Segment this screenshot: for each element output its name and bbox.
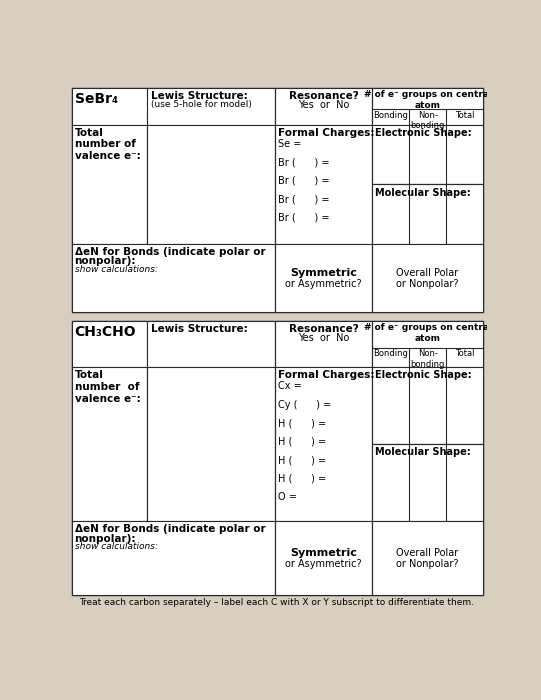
Bar — [275, 522, 372, 594]
Text: Overall Polar: Overall Polar — [397, 548, 459, 559]
Text: Total
number of
valence e⁻:: Total number of valence e⁻: — [75, 128, 140, 161]
Text: nonpolar):: nonpolar): — [75, 533, 136, 544]
Text: ΔeN for Bonds (indicate polar or: ΔeN for Bonds (indicate polar or — [75, 524, 265, 534]
Text: show calculations:: show calculations: — [75, 265, 157, 274]
Text: Cx =: Cx = — [279, 382, 302, 391]
Text: Total
number  of
valence e⁻:: Total number of valence e⁻: — [75, 370, 140, 404]
Bar — [148, 321, 275, 368]
Text: Electronic Shape:: Electronic Shape: — [375, 128, 472, 138]
Bar — [148, 88, 275, 125]
Bar — [71, 125, 148, 244]
Text: Cy (      ) =: Cy ( ) = — [279, 400, 332, 410]
Text: H (      ) =: H ( ) = — [279, 437, 327, 447]
Bar — [148, 125, 275, 244]
Text: (use 5-hole for model): (use 5-hole for model) — [150, 100, 252, 109]
Text: Bonding: Bonding — [373, 349, 408, 358]
Text: Formal Charges:: Formal Charges: — [279, 370, 375, 380]
Bar — [372, 368, 483, 444]
Bar — [71, 88, 148, 125]
Text: nonpolar):: nonpolar): — [75, 256, 136, 267]
Text: Non-
bonding: Non- bonding — [411, 111, 445, 130]
Text: show calculations:: show calculations: — [75, 542, 157, 551]
Bar — [71, 321, 148, 368]
Text: Formal Charges:: Formal Charges: — [279, 128, 375, 138]
Bar — [372, 185, 483, 244]
Bar — [372, 522, 483, 594]
Text: or Asymmetric?: or Asymmetric? — [286, 559, 362, 569]
Bar — [71, 368, 148, 522]
Text: Resonance?: Resonance? — [289, 324, 359, 334]
Text: Yes  or  No: Yes or No — [298, 333, 349, 344]
Text: ΔeN for Bonds (indicate polar or: ΔeN for Bonds (indicate polar or — [75, 247, 265, 257]
Text: H (      ) =: H ( ) = — [279, 418, 327, 428]
Bar — [372, 244, 483, 312]
Bar — [275, 368, 372, 522]
Text: # of e⁻ groups on central
atom: # of e⁻ groups on central atom — [364, 323, 492, 343]
Text: H (      ) =: H ( ) = — [279, 455, 327, 465]
Text: Br (      ) =: Br ( ) = — [279, 176, 330, 186]
Text: SeBr₄: SeBr₄ — [75, 92, 118, 106]
Text: CH₃CHO: CH₃CHO — [75, 325, 136, 339]
Bar — [372, 321, 483, 368]
Text: Total: Total — [455, 349, 474, 358]
Bar — [372, 444, 483, 522]
Text: Symmetric: Symmetric — [291, 268, 357, 279]
Bar — [372, 88, 483, 125]
Text: O =: O = — [279, 492, 298, 502]
Text: # of e⁻ groups on central
atom: # of e⁻ groups on central atom — [364, 90, 492, 110]
Text: Overall Polar: Overall Polar — [397, 268, 459, 279]
Bar — [71, 522, 275, 594]
Text: Br (      ) =: Br ( ) = — [279, 194, 330, 204]
Bar — [275, 125, 372, 244]
Text: Treat each carbon separately – label each C with X or Y subscript to differentia: Treat each carbon separately – label eac… — [80, 598, 474, 608]
Text: Total: Total — [455, 111, 474, 120]
Bar — [275, 88, 372, 125]
Text: Symmetric: Symmetric — [291, 548, 357, 559]
Text: Lewis Structure:: Lewis Structure: — [150, 324, 247, 334]
Bar — [275, 321, 372, 368]
Text: Br (      ) =: Br ( ) = — [279, 213, 330, 223]
Bar — [148, 368, 275, 522]
Text: or Nonpolar?: or Nonpolar? — [397, 559, 459, 569]
Text: Non-
bonding: Non- bonding — [411, 349, 445, 369]
Text: Lewis Structure:: Lewis Structure: — [150, 91, 247, 101]
Text: Electronic Shape:: Electronic Shape: — [375, 370, 472, 380]
Text: or Asymmetric?: or Asymmetric? — [286, 279, 362, 289]
Text: Bonding: Bonding — [373, 111, 408, 120]
Bar — [71, 88, 483, 312]
Text: Se =: Se = — [279, 139, 302, 148]
Bar — [275, 244, 372, 312]
Text: Molecular Shape:: Molecular Shape: — [375, 188, 471, 197]
Text: H (      ) =: H ( ) = — [279, 474, 327, 484]
Text: Br (      ) =: Br ( ) = — [279, 157, 330, 167]
Text: or Nonpolar?: or Nonpolar? — [397, 279, 459, 289]
Text: Resonance?: Resonance? — [289, 91, 359, 101]
Text: Yes  or  No: Yes or No — [298, 100, 349, 110]
Bar — [372, 125, 483, 185]
Text: Molecular Shape:: Molecular Shape: — [375, 447, 471, 457]
Bar — [71, 244, 275, 312]
Bar — [71, 321, 483, 594]
